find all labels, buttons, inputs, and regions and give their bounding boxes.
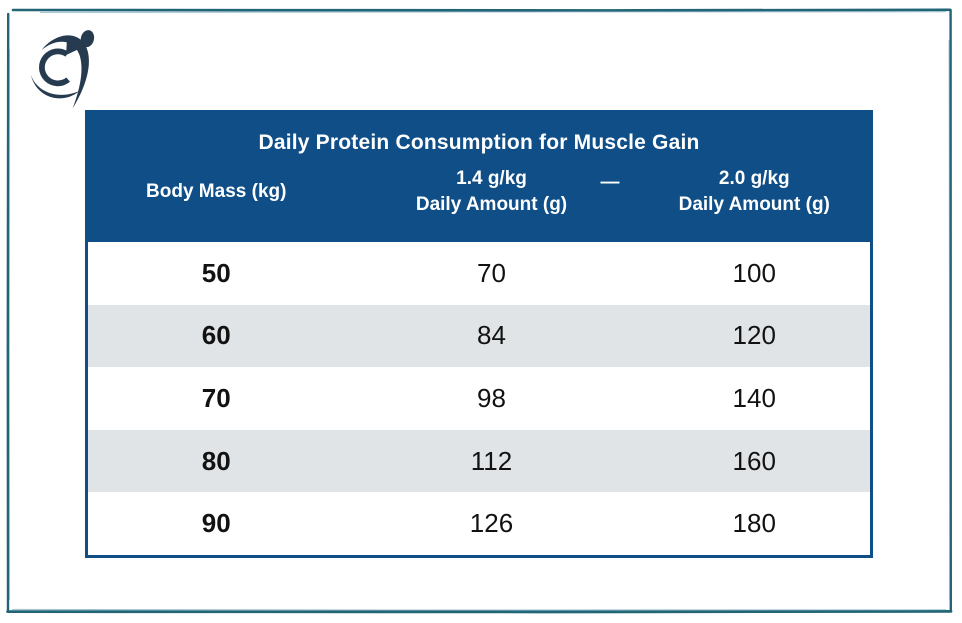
- protein-table: Daily Protein Consumption for Muscle Gai…: [85, 110, 873, 558]
- table-row: 80 112 160: [88, 429, 870, 493]
- column-header-label: Body Mass (kg): [146, 181, 287, 202]
- column-header-line1: 2.0 g/kg: [718, 168, 790, 189]
- table-cell: 180: [732, 508, 776, 539]
- header-separator-dash: —: [600, 172, 620, 193]
- table-body: 50 70 100 60 84 120 70 98 140 80 112 160…: [88, 242, 870, 555]
- column-header-line1: 1.4 g/kg: [456, 168, 527, 189]
- table-title: Daily Protein Consumption for Muscle Gai…: [258, 131, 700, 154]
- table-cell: 50: [201, 257, 231, 288]
- table-row: 70 98 140: [88, 367, 870, 430]
- table-cell: 140: [732, 382, 776, 413]
- column-header-line2: Daily Amount (g): [678, 194, 830, 215]
- table-cell: 126: [469, 508, 514, 539]
- table-cell: 100: [732, 257, 776, 288]
- table-row: 60 84 120: [88, 304, 870, 368]
- brand-logo-icon: [30, 30, 95, 109]
- table-cell: 90: [201, 508, 231, 539]
- column-header-2-0-gkg: 2.0 g/kg Daily Amount (g): [639, 166, 870, 218]
- column-header-body-mass: Body Mass (kg): [88, 166, 344, 218]
- table-header: Daily Protein Consumption for Muscle Gai…: [88, 113, 870, 242]
- table-cell: 112: [470, 445, 513, 476]
- table-cell: 120: [732, 320, 776, 351]
- table-cell: 160: [732, 445, 776, 476]
- table-cell: 70: [201, 382, 231, 413]
- column-header-row: Body Mass (kg) 1.4 g/kg Daily Amount (g)…: [88, 166, 870, 218]
- table-cell: 70: [477, 257, 506, 288]
- table-cell: 80: [201, 445, 231, 476]
- table-cell: 98: [477, 382, 506, 413]
- column-header-line2: Daily Amount (g): [415, 194, 568, 215]
- table-cell: 84: [477, 320, 506, 351]
- table-row: 90 126 180: [88, 492, 870, 555]
- table-cell: 60: [201, 320, 231, 351]
- table-row: 50 70 100: [88, 242, 870, 305]
- column-header-1-4-gkg: 1.4 g/kg Daily Amount (g): [344, 166, 638, 218]
